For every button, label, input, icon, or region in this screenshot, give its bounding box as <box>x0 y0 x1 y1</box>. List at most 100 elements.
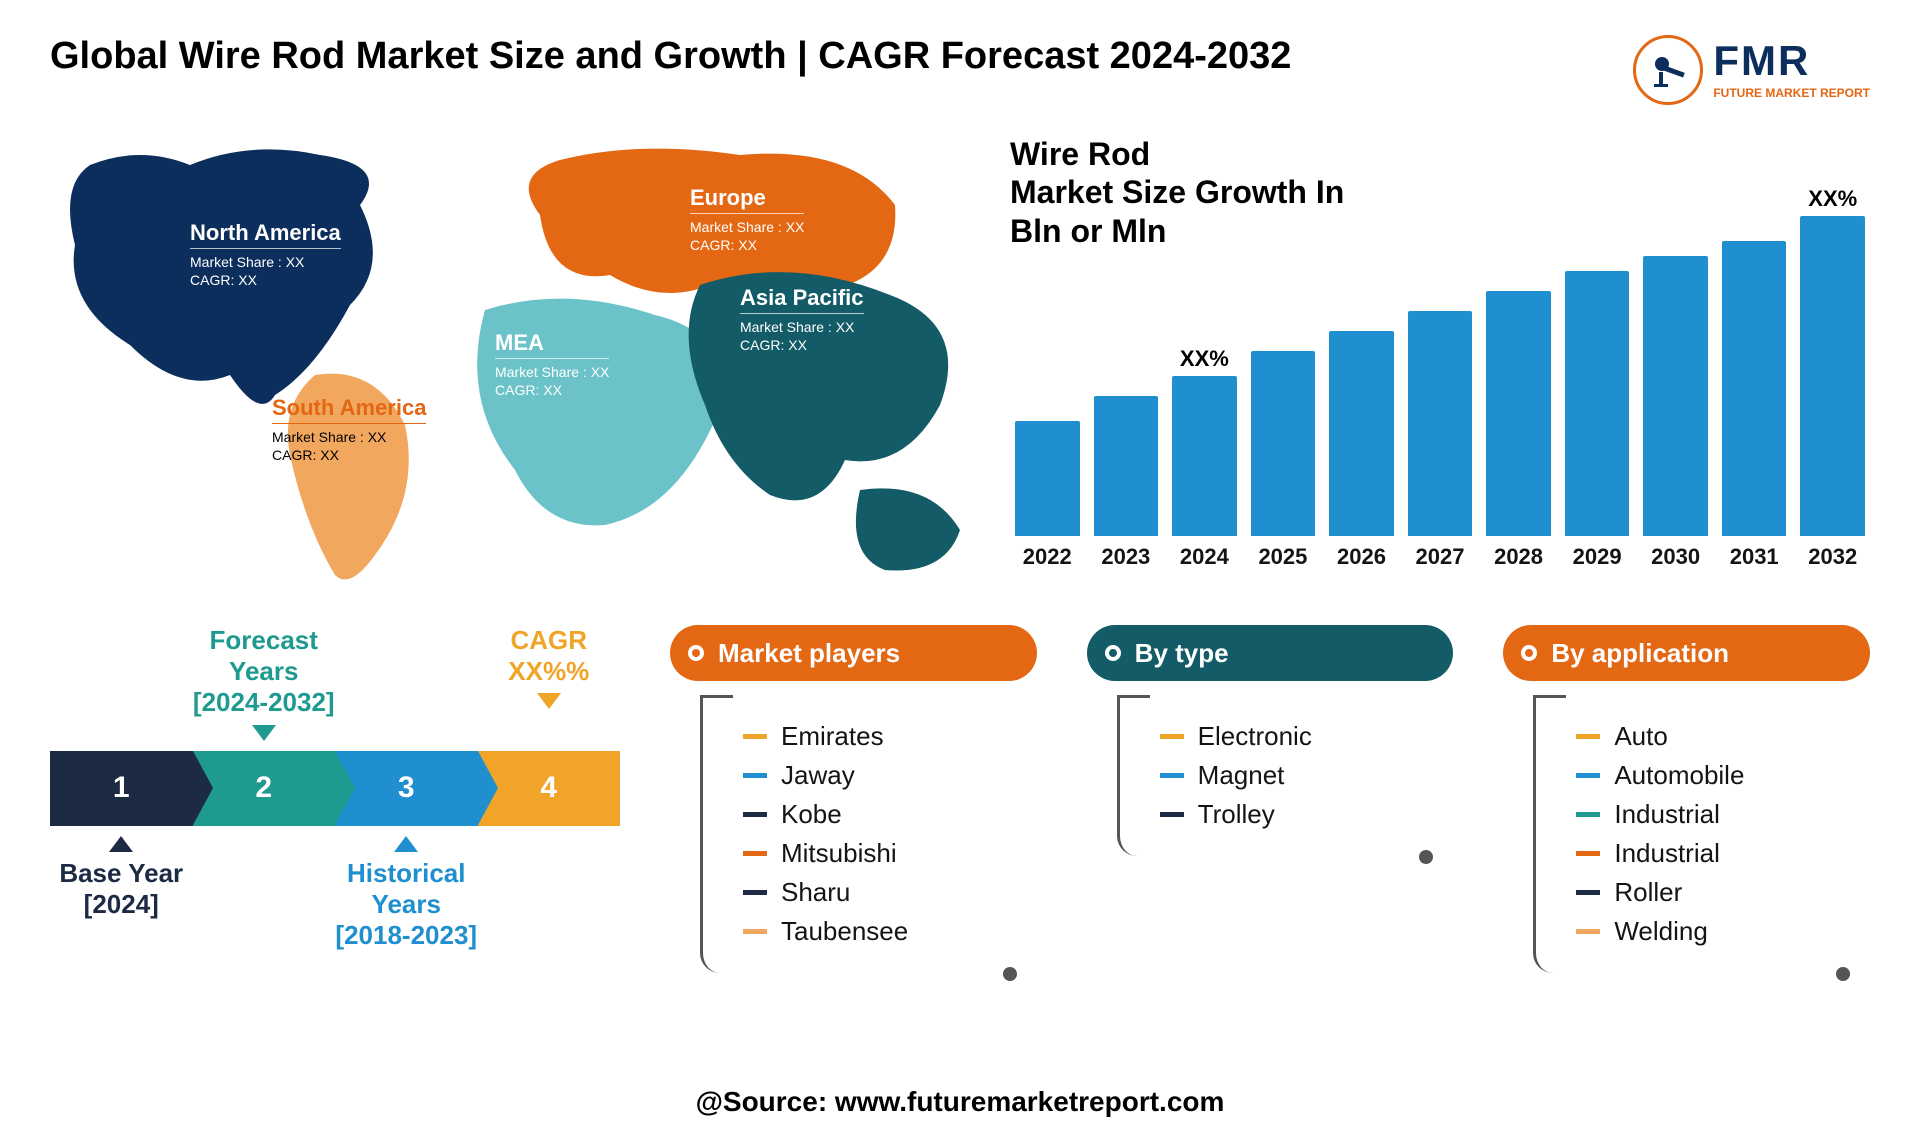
bar-year-label: 2027 <box>1416 544 1465 570</box>
bar-rect <box>1015 421 1080 536</box>
bar-2027: 2027 <box>1408 311 1473 570</box>
bar-year-label: 2023 <box>1101 544 1150 570</box>
bar-year-label: 2025 <box>1258 544 1307 570</box>
bar-rect <box>1408 311 1473 536</box>
logo-tagline: FUTURE MARKET REPORT <box>1713 86 1870 100</box>
tick-icon <box>1576 734 1600 739</box>
list-item-label: Industrial <box>1614 838 1720 869</box>
list-item-label: Sharu <box>781 877 850 908</box>
bar-year-label: 2024 <box>1180 544 1229 570</box>
timeline-seg-3: 3 <box>335 751 478 826</box>
category-title: Market players <box>718 638 900 669</box>
bar-rect <box>1172 376 1237 536</box>
list-item-label: Taubensee <box>781 916 908 947</box>
category-header: By application <box>1503 625 1870 681</box>
list-item: Jaway <box>743 760 1027 791</box>
bar-year-label: 2030 <box>1651 544 1700 570</box>
base-label: Base Year <box>59 858 183 888</box>
bar-year-label: 2032 <box>1808 544 1857 570</box>
bar-2026: 2026 <box>1329 331 1394 570</box>
hist-range: [2018-2023] <box>335 920 477 950</box>
bar-rect <box>1643 256 1708 536</box>
tick-icon <box>1576 890 1600 895</box>
bar-year-label: 2022 <box>1023 544 1072 570</box>
list-item-label: Roller <box>1614 877 1682 908</box>
list-item-label: Electronic <box>1198 721 1312 752</box>
timeline-seg-2: 2 <box>193 751 336 826</box>
bar-year-label: 2031 <box>1730 544 1779 570</box>
list-item: Industrial <box>1576 799 1860 830</box>
list-item-label: Jaway <box>781 760 855 791</box>
tick-icon <box>1576 812 1600 817</box>
bar-2025: 2025 <box>1251 351 1316 570</box>
bar-annotation: XX% <box>1808 186 1857 212</box>
label-mea: MEA Market Share : XX CAGR: XX <box>495 330 609 399</box>
bullet-icon <box>1105 645 1121 661</box>
list-item-label: Automobile <box>1614 760 1744 791</box>
list-item-label: Emirates <box>781 721 884 752</box>
timeline-seg-4: 4 <box>478 751 621 826</box>
timeline-seg-1: 1 <box>50 751 193 826</box>
tick-icon <box>743 734 767 739</box>
list-item: Electronic <box>1160 721 1444 752</box>
forecast-label: Forecast Years <box>210 625 318 686</box>
cagr-value: XX%% <box>508 656 589 686</box>
growth-bar-chart: Wire Rod Market Size Growth In Bln or Ml… <box>1010 135 1870 575</box>
cagr-label: CAGR <box>510 625 587 655</box>
tick-icon <box>1576 773 1600 778</box>
list-item: Welding <box>1576 916 1860 947</box>
category-header: Market players <box>670 625 1037 681</box>
bullet-icon <box>688 645 704 661</box>
page-title: Global Wire Rod Market Size and Growth |… <box>50 35 1291 78</box>
list-item: Magnet <box>1160 760 1444 791</box>
list-item-label: Mitsubishi <box>781 838 897 869</box>
list-item: Mitsubishi <box>743 838 1027 869</box>
bar-2023: 2023 <box>1094 396 1159 570</box>
bar-rect <box>1329 331 1394 536</box>
bar-rect <box>1722 241 1787 536</box>
bar-rect <box>1800 216 1865 536</box>
hist-label: Historical Years <box>347 858 466 919</box>
label-europe: Europe Market Share : XX CAGR: XX <box>690 185 804 254</box>
category-title: By application <box>1551 638 1729 669</box>
forecast-range: [2024-2032] <box>193 687 335 717</box>
tick-icon <box>743 929 767 934</box>
fmr-logo: FMR FUTURE MARKET REPORT <box>1633 35 1870 105</box>
tick-icon <box>1576 851 1600 856</box>
by-application-block: By application Auto Automobile Industrial In… <box>1503 625 1870 973</box>
base-range: [2024] <box>84 889 159 919</box>
world-map: North America Market Share : XX CAGR: XX… <box>50 135 970 575</box>
telescope-icon <box>1633 35 1703 105</box>
bar-2028: 2028 <box>1486 291 1551 570</box>
bar-rect <box>1094 396 1159 536</box>
list-item: Taubensee <box>743 916 1027 947</box>
tick-icon <box>1576 929 1600 934</box>
bar-2030: 2030 <box>1643 256 1708 570</box>
market-players-block: Market players Emirates Jaway Kobe Mitsubish… <box>670 625 1037 973</box>
category-list: Emirates Jaway Kobe Mitsubishi Sharu Taubense… <box>743 721 1027 947</box>
chart-title-l3: Bln or Mln <box>1010 213 1166 249</box>
list-item-label: Trolley <box>1198 799 1275 830</box>
tick-icon <box>1160 812 1184 817</box>
list-item: Trolley <box>1160 799 1444 830</box>
source-credit: @Source: www.futuremarketreport.com <box>696 1086 1225 1118</box>
tick-icon <box>1160 734 1184 739</box>
bar-annotation: XX% <box>1180 346 1229 372</box>
bar-rect <box>1565 271 1630 536</box>
list-item-label: Welding <box>1614 916 1707 947</box>
category-list: Electronic Magnet Trolley <box>1160 721 1444 830</box>
tick-icon <box>743 851 767 856</box>
chart-title-l2: Market Size Growth In <box>1010 174 1344 210</box>
study-timeline: Forecast Years [2024-2032] CAGR XX%% 123… <box>50 625 620 951</box>
list-item-label: Kobe <box>781 799 842 830</box>
label-north-america: North America Market Share : XX CAGR: XX <box>190 220 341 289</box>
tick-icon <box>1160 773 1184 778</box>
logo-abbr: FMR <box>1713 40 1870 82</box>
list-item-label: Auto <box>1614 721 1668 752</box>
list-item-label: Magnet <box>1198 760 1285 791</box>
bar-2032: XX%2032 <box>1800 216 1865 570</box>
tick-icon <box>743 812 767 817</box>
label-asia-pacific: Asia Pacific Market Share : XX CAGR: XX <box>740 285 864 354</box>
list-item: Automobile <box>1576 760 1860 791</box>
list-item: Kobe <box>743 799 1027 830</box>
